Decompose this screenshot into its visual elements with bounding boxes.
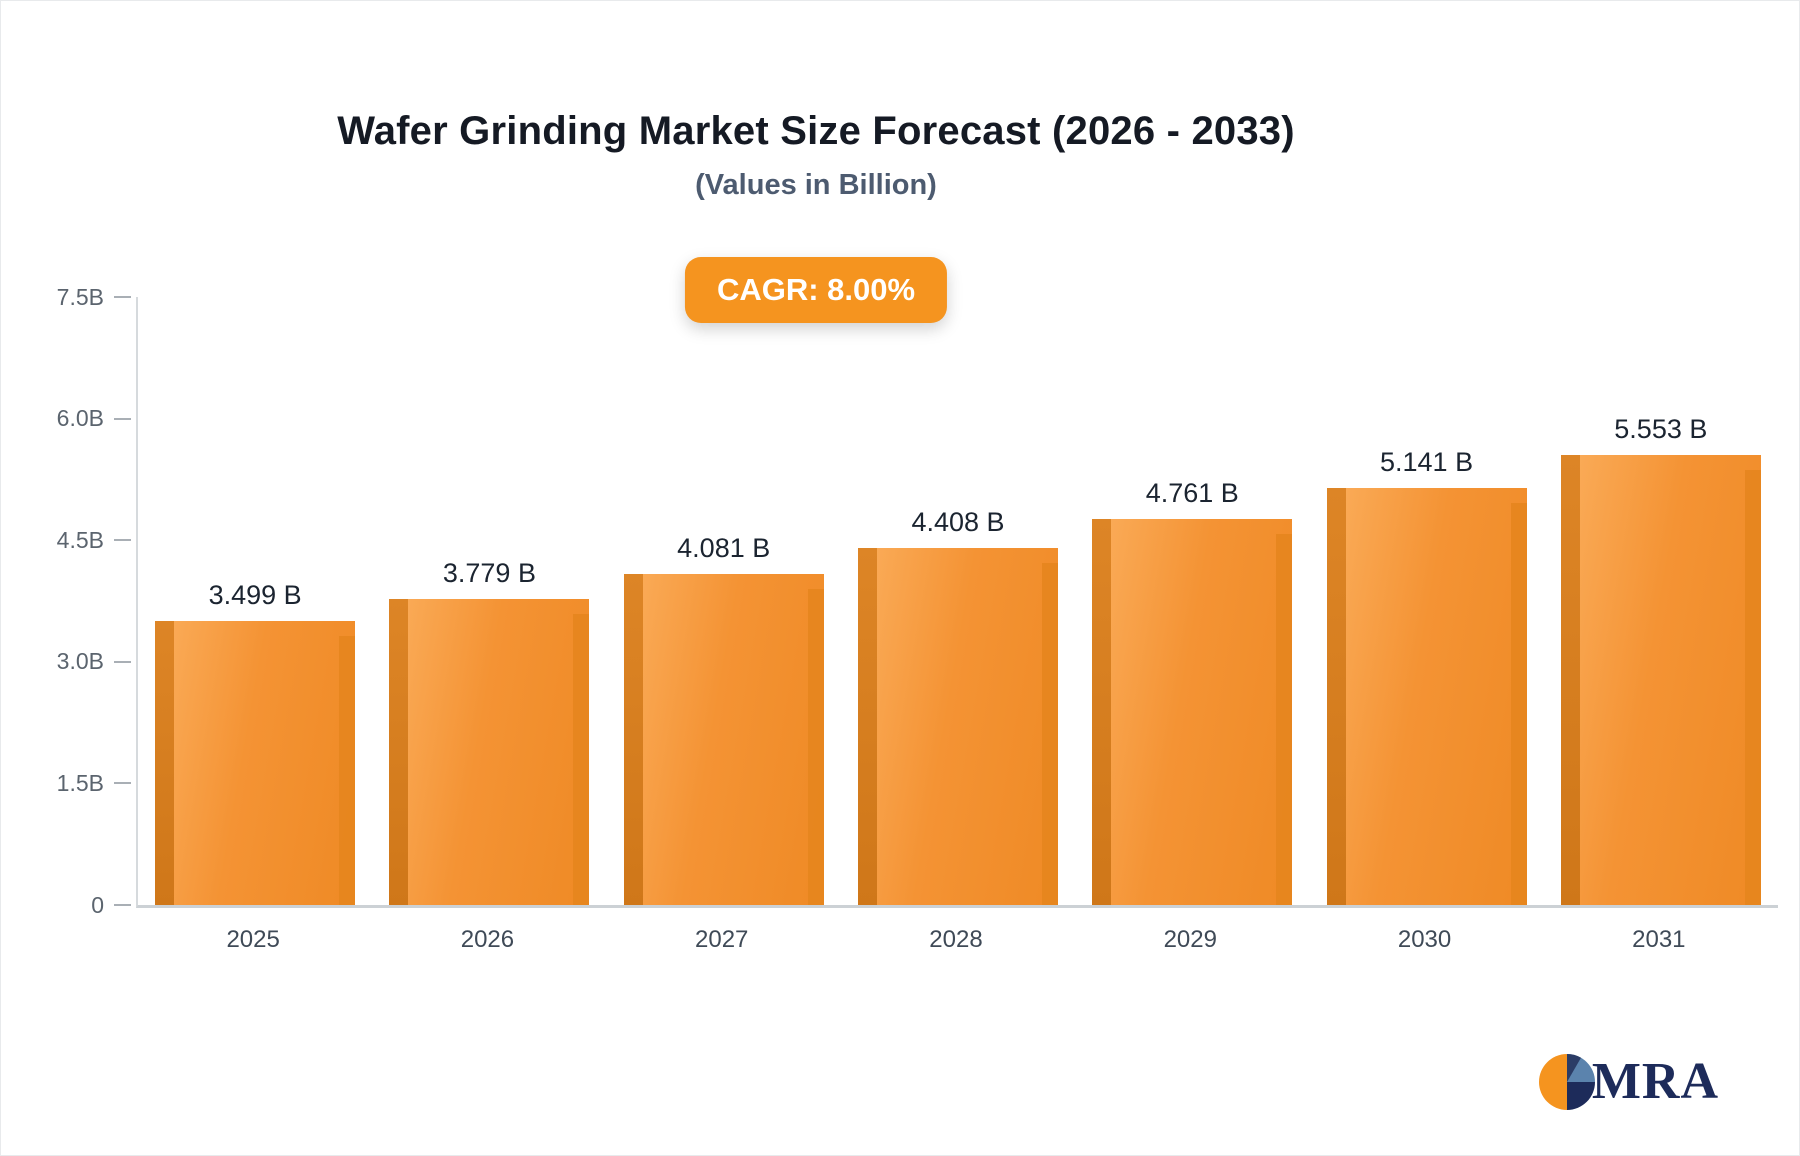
- bar: 4.761 B: [1092, 478, 1293, 905]
- bar-group: 3.499 B: [138, 297, 372, 905]
- y-axis-tick-label: 3.0B: [56, 648, 104, 675]
- x-axis: 2025 2026 2027 2028 2029 2030 2031: [136, 926, 1776, 954]
- y-axis-tick-dash: [114, 660, 131, 663]
- bar-value-label: 3.779 B: [442, 557, 536, 588]
- y-axis-tick-dash: [114, 539, 131, 542]
- bar-group: 4.081 B: [607, 297, 841, 905]
- y-axis: 7.5B 6.0B 4.5B 3.0B 1.5B 0: [1, 1, 131, 1155]
- x-axis-label: 2026: [460, 926, 515, 953]
- y-axis-tick-label: 7.5B: [56, 283, 104, 310]
- y-axis-tick-dash: [114, 296, 131, 298]
- bar-value-label: 3.499 B: [208, 580, 302, 611]
- x-axis-label: 2027: [695, 926, 749, 953]
- y-axis-tick: 1.5B: [1, 770, 131, 796]
- bar-value-label: 4.761 B: [1145, 478, 1239, 508]
- y-axis-tick: 7.5B: [1, 284, 131, 310]
- y-axis-tick-label: 4.5B: [56, 526, 104, 553]
- x-axis-label: 2030: [1397, 926, 1452, 953]
- chart-subtitle: (Values in Billion): [695, 169, 937, 201]
- bar-group: 5.553 B: [1544, 297, 1778, 906]
- bar-value-label: 4.081 B: [677, 533, 771, 564]
- y-axis-tick: 4.5B: [1, 527, 131, 553]
- bars-container: 3.499 B 3.779 B 4.081 B 4.408 B 4.761 B 5.141…: [138, 297, 1778, 906]
- bar: 4.408 B: [857, 507, 1058, 906]
- x-axis-label: 2031: [1632, 926, 1686, 953]
- brand-pie-icon: [1538, 1053, 1595, 1110]
- bar: 3.779 B: [389, 558, 590, 906]
- bar-group: 4.761 B: [1075, 297, 1309, 905]
- plot-area: 3.499 B 3.779 B 4.081 B 4.408 B 4.761 B 5.141…: [136, 297, 1778, 908]
- x-axis-label: 2028: [929, 926, 983, 953]
- y-axis-tick-dash: [114, 417, 131, 420]
- chart-title: Wafer Grinding Market Size Forecast (202…: [337, 109, 1295, 153]
- bar-value-label: 5.141 B: [1380, 447, 1474, 478]
- y-axis-tick: 6.0B: [1, 405, 131, 432]
- x-axis-label: 2029: [1163, 926, 1217, 953]
- brand-name: MRA: [1591, 1053, 1719, 1110]
- x-axis-label: 2025: [226, 926, 280, 953]
- y-axis-tick-label: 1.5B: [56, 769, 104, 796]
- brand-logo: MRA: [1536, 1051, 1719, 1113]
- bar: 5.141 B: [1326, 447, 1527, 905]
- y-axis-tick-label: 0: [91, 891, 104, 918]
- y-axis-tick: 3.0B: [1, 648, 131, 675]
- bar-value-label: 4.408 B: [911, 506, 1005, 537]
- y-axis-tick: 0: [1, 892, 131, 918]
- bar-group: 3.779 B: [372, 297, 606, 906]
- bar-value-label: 5.553 B: [1614, 413, 1708, 444]
- bar-group: 5.141 B: [1309, 297, 1543, 905]
- bar-group: 4.408 B: [841, 297, 1075, 906]
- y-axis-tick-label: 6.0B: [56, 405, 104, 432]
- cagr-badge: CAGR: 8.00%: [684, 257, 948, 323]
- bar: 3.499 B: [155, 580, 356, 905]
- bar: 5.553 B: [1560, 414, 1761, 906]
- bar: 4.081 B: [623, 533, 824, 905]
- y-axis-tick-dash: [114, 782, 131, 785]
- y-axis-tick-dash: [114, 904, 131, 906]
